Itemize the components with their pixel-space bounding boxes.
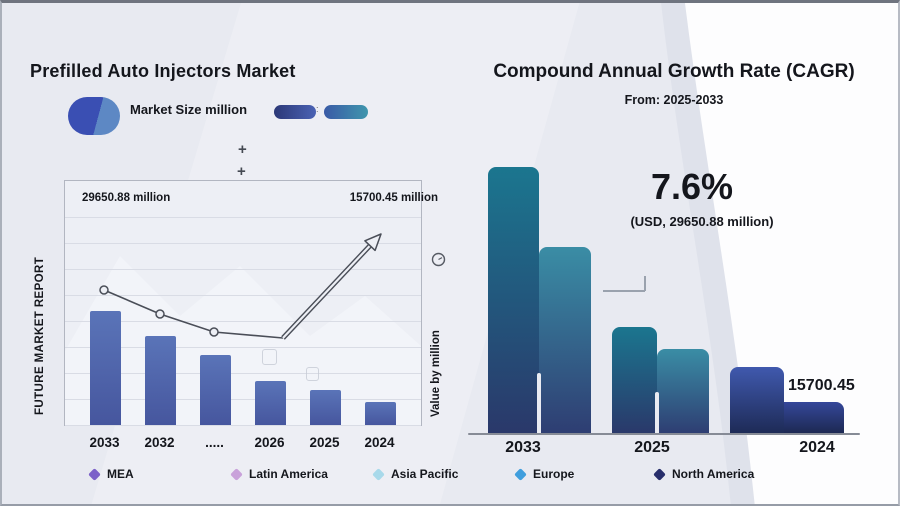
x-axis-label: 2033 <box>89 435 120 450</box>
watermark-icon <box>306 367 319 381</box>
x-axis-label: 2024 <box>364 435 395 450</box>
market-size-label: Market Size million <box>130 102 248 117</box>
legend-item-europe: Europe <box>514 467 575 481</box>
x-axis-label: ..... <box>205 435 224 450</box>
pill-separator: : <box>316 104 319 114</box>
legend-item-north-america: North America <box>653 467 755 481</box>
cagr-bar-2033-primary <box>488 167 539 434</box>
cagr-bar-2025-secondary <box>657 349 709 434</box>
cagr-bar-2025-primary <box>612 327 657 434</box>
bar-2032 <box>145 336 176 425</box>
bar-2024 <box>365 402 396 425</box>
x-axis-line <box>468 433 860 435</box>
x-axis-label: 2032 <box>144 435 175 450</box>
cylinder-icon <box>68 97 120 135</box>
cagr-bar-2024-secondary <box>784 402 844 434</box>
bar-notch <box>655 392 659 434</box>
legend-diamond <box>514 467 527 481</box>
x-axis-label: 2025 <box>634 439 670 456</box>
annotation-top-right: 15700.45 million <box>349 192 438 204</box>
cagr-detail: (USD, 29650.88 million) <box>630 214 774 229</box>
future-market-report-watermark: FUTURE MARKET REPORT <box>34 256 46 415</box>
step-decoration <box>603 290 645 292</box>
bar-2033 <box>90 311 121 425</box>
bar-..... <box>200 355 231 425</box>
legend-item-asia-pacific: Asia Pacific <box>372 467 459 481</box>
bar-notch <box>537 373 541 434</box>
left-chart-title: Prefilled Auto Injectors Market <box>30 61 296 81</box>
legend-diamond <box>88 467 101 481</box>
x-axis-label: 2024 <box>799 439 835 456</box>
cagr-value: 7.6% <box>650 166 734 207</box>
legend-label: Europe <box>533 467 575 481</box>
legend-item-latin-america: Latin America <box>230 467 328 481</box>
legend-item-mea: MEA <box>88 467 134 481</box>
watermark-icon <box>262 349 277 365</box>
x-axis-label: 2026 <box>254 435 285 450</box>
bar-2025 <box>310 390 341 425</box>
legend-label: Asia Pacific <box>391 467 459 481</box>
legend-diamond <box>653 467 666 481</box>
legend-label: MEA <box>107 467 134 481</box>
legend-label: North America <box>672 467 755 481</box>
legend-diamond <box>230 467 243 481</box>
gradient-pill-icon <box>274 105 316 119</box>
plus-mark: + <box>237 163 246 180</box>
x-axis-label: 2025 <box>309 435 340 450</box>
bar-group <box>65 181 421 425</box>
annotation-top-left: 29650.88 million <box>82 192 171 204</box>
plus-mark: + <box>238 141 247 158</box>
cagr-bar-2024-primary <box>730 367 784 434</box>
cagr-bar-2033-secondary <box>539 247 591 434</box>
clock-icon <box>431 252 446 267</box>
x-axis-label: 2033 <box>505 439 541 456</box>
legend-diamond <box>372 467 385 481</box>
data-label-2024: 15700.45 <box>788 377 855 394</box>
bar-2026 <box>255 381 286 425</box>
step-decoration <box>644 276 646 291</box>
trend-line-overlay <box>99 233 382 340</box>
right-chart-subtitle: From: 2025-2033 <box>624 93 724 107</box>
right-chart-title: Compound Annual Growth Rate (CAGR) <box>493 61 855 82</box>
value-axis-label: Value by million <box>430 330 442 417</box>
gradient-pill-icon <box>324 105 368 119</box>
legend-label: Latin America <box>249 467 328 481</box>
market-size-chart <box>64 180 422 428</box>
